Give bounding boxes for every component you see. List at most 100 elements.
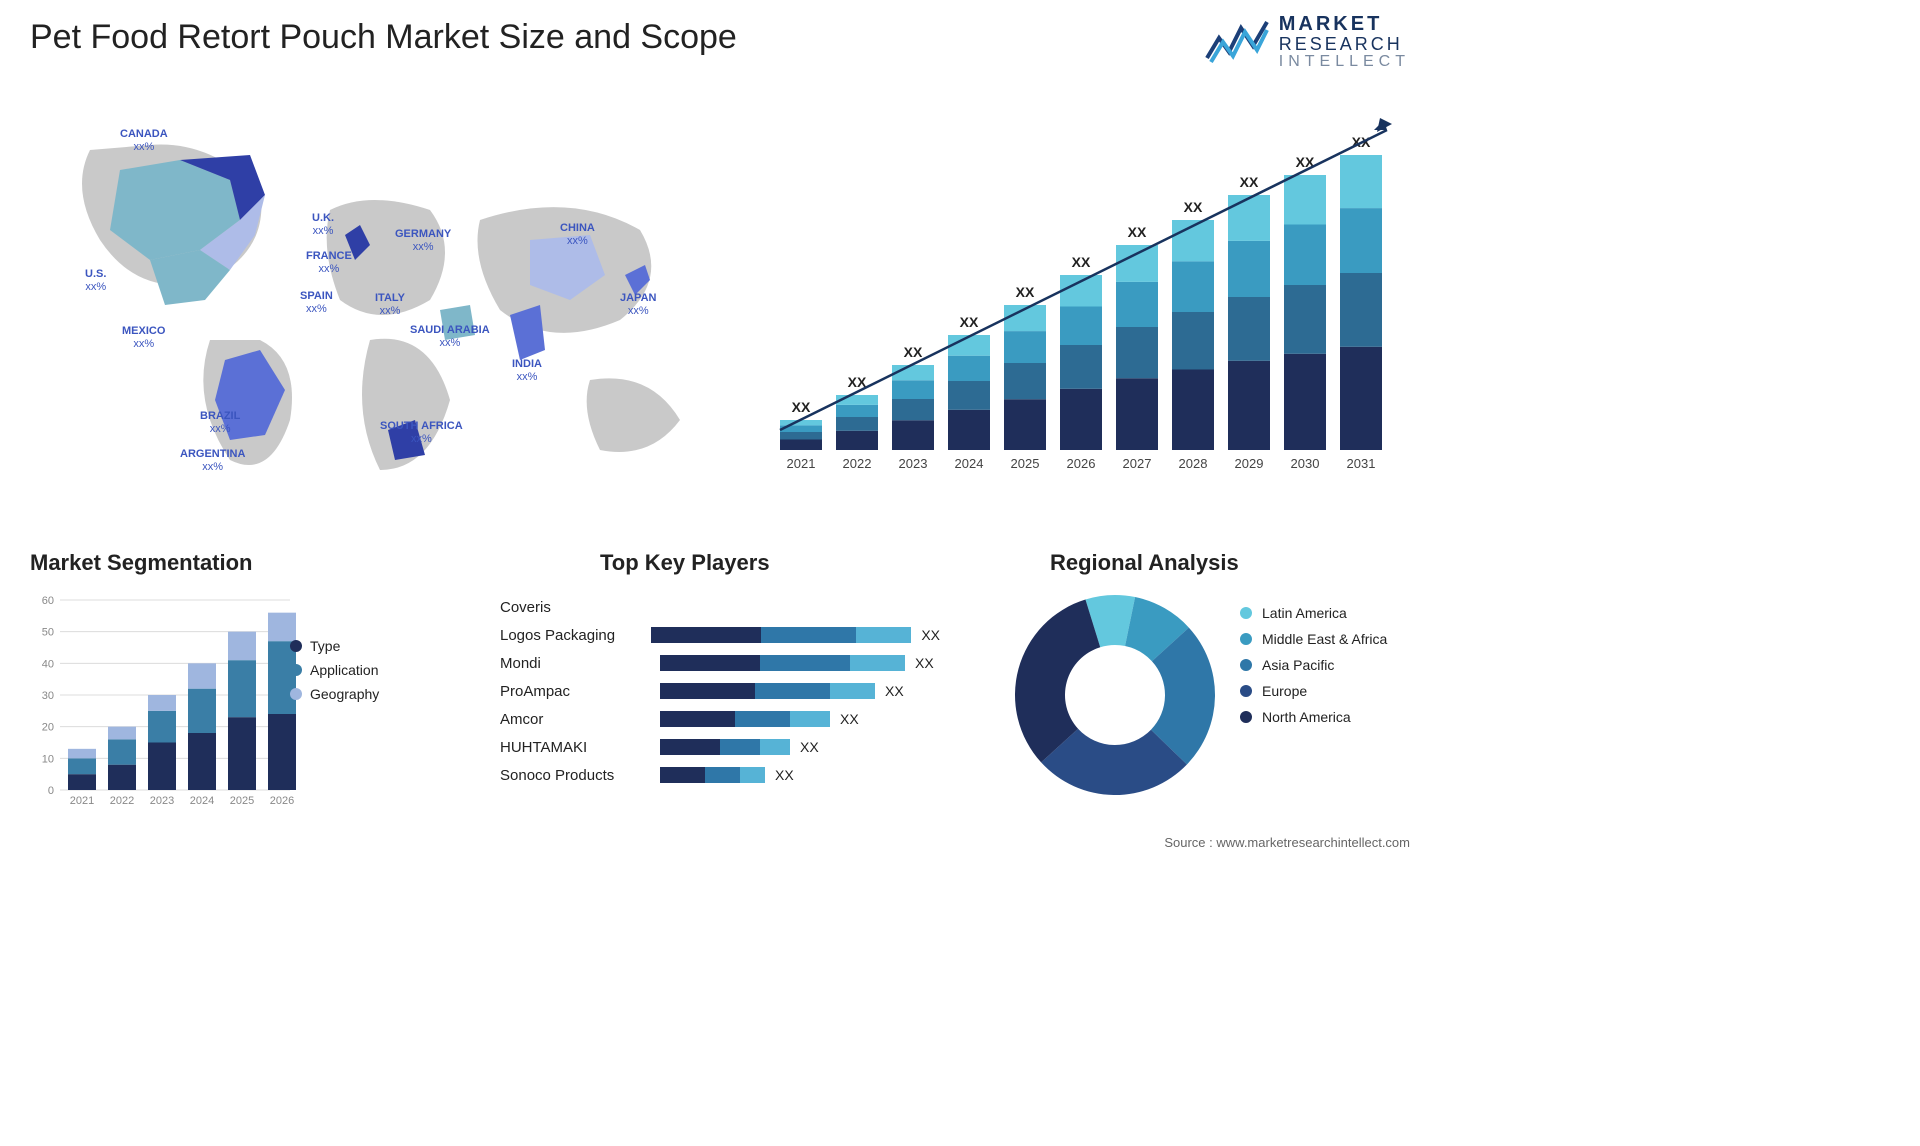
key-player-row: Logos Packaging XX <box>500 624 940 646</box>
svg-text:2029: 2029 <box>1235 456 1264 471</box>
key-player-row: AmcorXX <box>500 708 940 730</box>
regional-donut <box>1010 590 1220 800</box>
svg-text:XX: XX <box>1184 199 1203 215</box>
legend-dot-icon <box>1240 633 1252 645</box>
key-player-value: XX <box>800 739 819 755</box>
key-players-chart: CoverisLogos PackagingXXMondiXXProAmpacX… <box>500 590 940 830</box>
map-label: ARGENTINAxx% <box>180 448 245 474</box>
legend-label: Type <box>310 638 340 654</box>
key-player-bar <box>660 683 875 699</box>
svg-text:XX: XX <box>1072 254 1091 270</box>
key-player-row: Mondi XX <box>500 652 940 674</box>
key-player-bar <box>660 739 790 755</box>
key-player-bar <box>660 767 765 783</box>
svg-text:XX: XX <box>904 344 923 360</box>
svg-text:2027: 2027 <box>1123 456 1152 471</box>
legend-dot-icon <box>1240 607 1252 619</box>
map-label: SAUDI ARABIAxx% <box>410 324 490 350</box>
legend-label: Latin America <box>1262 605 1347 621</box>
legend-item: Latin America <box>1240 605 1387 621</box>
source-text: Source : www.marketresearchintellect.com <box>1164 835 1410 850</box>
legend-item: North America <box>1240 709 1387 725</box>
legend-item: Type <box>290 638 379 654</box>
svg-text:2025: 2025 <box>230 795 254 807</box>
logo-mark-icon <box>1205 16 1269 68</box>
legend-dot-icon <box>290 640 302 652</box>
svg-text:60: 60 <box>42 595 54 607</box>
key-player-row: Sonoco Products XX <box>500 764 940 786</box>
regional-legend: Latin America Middle East & Africa Asia Pa… <box>1240 595 1387 735</box>
key-player-bar <box>651 627 911 643</box>
svg-text:40: 40 <box>42 658 54 670</box>
svg-text:2023: 2023 <box>899 456 928 471</box>
regional-title: Regional Analysis <box>1050 550 1239 576</box>
key-player-name: Amcor <box>500 711 660 728</box>
segmentation-chart: 0102030405060202120222023202420252026 <box>30 590 450 820</box>
legend-label: Middle East & Africa <box>1262 631 1387 647</box>
key-player-name: Sonoco Products <box>500 767 660 784</box>
svg-text:50: 50 <box>42 627 54 639</box>
svg-text:2022: 2022 <box>843 456 872 471</box>
map-label: INDIAxx% <box>512 358 542 384</box>
svg-text:2026: 2026 <box>270 795 294 807</box>
key-player-value: XX <box>921 627 940 643</box>
key-player-name: Coveris <box>500 599 660 616</box>
map-label: U.K.xx% <box>312 212 334 238</box>
key-player-value: XX <box>775 767 794 783</box>
map-label: GERMANYxx% <box>395 228 451 254</box>
logo-line3: INTELLECT <box>1279 54 1410 71</box>
segmentation-title: Market Segmentation <box>30 550 253 576</box>
svg-text:2025: 2025 <box>1011 456 1040 471</box>
map-label: MEXICOxx% <box>122 325 165 351</box>
map-label: ITALYxx% <box>375 292 405 318</box>
legend-dot-icon <box>290 664 302 676</box>
svg-text:10: 10 <box>42 753 54 765</box>
key-player-row: ProAmpacXX <box>500 680 940 702</box>
map-label: CHINAxx% <box>560 222 595 248</box>
map-label: SPAINxx% <box>300 290 333 316</box>
svg-text:XX: XX <box>1240 174 1259 190</box>
map-label: BRAZILxx% <box>200 410 240 436</box>
brand-logo: MARKET RESEARCH INTELLECT <box>1205 14 1410 71</box>
legend-item: Geography <box>290 686 379 702</box>
svg-text:XX: XX <box>792 399 811 415</box>
key-player-value: XX <box>885 683 904 699</box>
key-player-row: Coveris <box>500 596 940 618</box>
world-map: CANADAxx% U.S.xx% MEXICOxx% BRAZILxx% ARGENT… <box>30 100 730 500</box>
legend-label: Geography <box>310 686 379 702</box>
key-player-name: Logos Packaging <box>500 627 651 644</box>
svg-text:20: 20 <box>42 722 54 734</box>
page-title: Pet Food Retort Pouch Market Size and Sc… <box>30 18 737 57</box>
map-label: U.S.xx% <box>85 268 106 294</box>
legend-dot-icon <box>290 688 302 700</box>
map-label: JAPANxx% <box>620 292 656 318</box>
svg-text:XX: XX <box>1128 224 1147 240</box>
legend-dot-icon <box>1240 659 1252 671</box>
segmentation-legend: Type Application Geography <box>290 630 379 710</box>
legend-item: Asia Pacific <box>1240 657 1387 673</box>
svg-text:2024: 2024 <box>190 795 214 807</box>
key-players-title: Top Key Players <box>600 550 770 576</box>
map-label: CANADAxx% <box>120 128 168 154</box>
key-player-value: XX <box>915 655 934 671</box>
logo-line1: MARKET <box>1279 14 1410 35</box>
legend-dot-icon <box>1240 711 1252 723</box>
market-size-chart: 2021XX2022XX2023XX2024XX2025XX2026XX2027… <box>770 110 1410 480</box>
key-player-bar <box>660 711 830 727</box>
svg-text:2026: 2026 <box>1067 456 1096 471</box>
legend-label: Application <box>310 662 379 678</box>
legend-dot-icon <box>1240 685 1252 697</box>
key-player-name: HUHTAMAKI <box>500 739 660 756</box>
key-player-name: Mondi <box>500 655 660 672</box>
map-label: SOUTH AFRICAxx% <box>380 420 463 446</box>
legend-label: Europe <box>1262 683 1307 699</box>
svg-text:2030: 2030 <box>1291 456 1320 471</box>
logo-line2: RESEARCH <box>1279 35 1410 54</box>
svg-text:XX: XX <box>1016 284 1035 300</box>
svg-text:XX: XX <box>960 314 979 330</box>
legend-label: North America <box>1262 709 1351 725</box>
legend-item: Europe <box>1240 683 1387 699</box>
svg-text:2024: 2024 <box>955 456 984 471</box>
svg-text:2022: 2022 <box>110 795 134 807</box>
key-player-bar <box>660 655 905 671</box>
